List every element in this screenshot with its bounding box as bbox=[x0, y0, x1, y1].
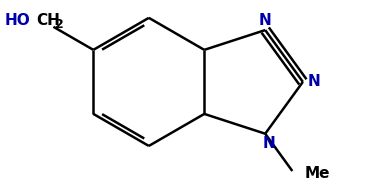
Text: N: N bbox=[308, 74, 321, 89]
Text: CH: CH bbox=[36, 13, 60, 28]
Text: 2: 2 bbox=[56, 18, 64, 31]
Text: Me: Me bbox=[304, 166, 330, 181]
Text: HO: HO bbox=[5, 13, 30, 28]
Text: N: N bbox=[259, 13, 272, 28]
Text: N: N bbox=[263, 136, 275, 151]
